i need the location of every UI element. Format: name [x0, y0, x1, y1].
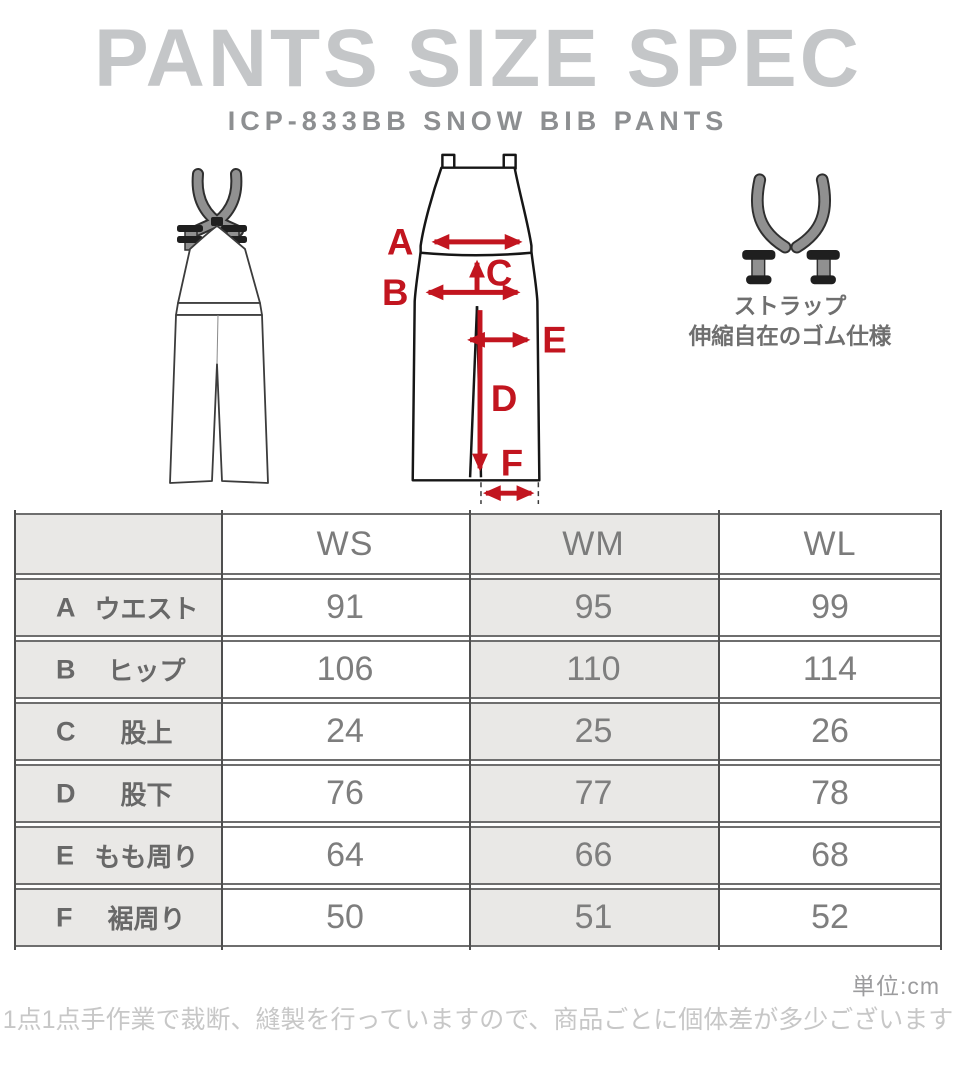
page-title: PANTS SIZE SPEC: [94, 13, 862, 104]
measure-name: 股下: [120, 780, 173, 810]
value-cell: 110: [469, 640, 718, 699]
label-F: F: [501, 442, 523, 483]
measurement-letters: A B C D E F: [382, 222, 567, 484]
measure-name: ヒップ: [107, 656, 186, 686]
strap-caption-line2: 伸縮自在のゴム仕様: [688, 324, 892, 349]
value-cell: 26: [718, 702, 942, 761]
strap-illustration: [742, 173, 840, 285]
value-cell: 24: [221, 702, 469, 761]
label-B: B: [382, 272, 408, 313]
row-label: A ウエスト: [14, 578, 221, 637]
measure-letter: B: [56, 654, 76, 684]
value-cell: 52: [718, 888, 942, 947]
value-cell: 91: [221, 578, 469, 637]
column-header-ws: WS: [221, 513, 469, 575]
label-A: A: [387, 222, 413, 263]
measurement-arrows: [425, 233, 535, 502]
row-label: F 裾周り: [14, 888, 221, 947]
size-table: WS WM WL A ウエスト 91 95 99 B: [14, 510, 942, 950]
table-grid-line: [221, 510, 223, 950]
handmade-disclaimer: 1点1点手作業で裁断、縫製を行っていますので、商品ごとに個体差が多少ございます: [2, 1006, 954, 1034]
value-cell: 76: [221, 764, 469, 823]
value-cell: 25: [469, 702, 718, 761]
bib-pants-front-illustration: [169, 168, 269, 484]
table-grid-line: [940, 510, 942, 950]
measure-letter: E: [56, 840, 75, 870]
table-row-hip: B ヒップ 106 110 114: [14, 640, 942, 699]
measurement-diagram: A B C D E F: [382, 153, 567, 505]
row-label: D 股下: [14, 764, 221, 823]
pants-outline: [411, 153, 541, 482]
size-table-header-row: WS WM WL: [14, 513, 942, 575]
column-header-wm: WM: [469, 513, 718, 575]
size-table-grid: WS WM WL A ウエスト 91 95 99 B: [14, 510, 942, 950]
value-cell: 66: [469, 826, 718, 885]
measure-name: 裾周り: [107, 904, 186, 934]
column-header-wl: WL: [718, 513, 942, 575]
waist-seam: [420, 251, 532, 257]
label-E: E: [542, 320, 566, 361]
strap-caption-line1: ストラップ: [733, 294, 847, 319]
row-label: B ヒップ: [14, 640, 221, 699]
value-cell: 95: [469, 578, 718, 637]
value-cell: 78: [718, 764, 942, 823]
row-label: E もも周り: [14, 826, 221, 885]
row-label: C 股上: [14, 702, 221, 761]
table-grid-line: [14, 510, 16, 950]
table-row-inseam: D 股下 76 77 78: [14, 764, 942, 823]
table-grid-line: [469, 510, 471, 950]
corner-cell: [14, 513, 221, 575]
strap-caption: ストラップ 伸縮自在のゴム仕様: [664, 292, 916, 352]
value-cell: 106: [221, 640, 469, 699]
measure-letter: A: [56, 592, 76, 622]
measure-name: もも周り: [94, 842, 199, 872]
value-cell: 51: [469, 888, 718, 947]
measure-letter: C: [56, 716, 76, 746]
table-row-rise: C 股上 24 25 26: [14, 702, 942, 761]
hem-guide-lines: [480, 482, 540, 505]
label-D: D: [491, 378, 517, 419]
suspender-straps-crossed: [190, 168, 244, 237]
value-cell: 99: [718, 578, 942, 637]
table-row-thigh: E もも周り 64 66 68: [14, 826, 942, 885]
pants-body-outline: [169, 225, 269, 484]
table-row-hem: F 裾周り 50 51 52: [14, 888, 942, 947]
measure-name: 股上: [120, 718, 173, 748]
left-strap-buckle: [742, 250, 776, 285]
right-strap-buckle: [806, 250, 840, 285]
measure-name: ウエスト: [94, 594, 199, 624]
value-cell: 77: [469, 764, 718, 823]
measure-letter: F: [56, 902, 73, 932]
table-row-waist: A ウエスト 91 95 99: [14, 578, 942, 637]
label-C: C: [486, 252, 512, 293]
elastic-straps: [751, 173, 831, 254]
product-code-subtitle: ICP-833BB SNOW BIB PANTS: [227, 106, 729, 136]
measure-letter: D: [56, 778, 76, 808]
strap-hook: [211, 217, 223, 226]
value-cell: 114: [718, 640, 942, 699]
value-cell: 64: [221, 826, 469, 885]
table-grid-line: [718, 510, 720, 950]
value-cell: 68: [718, 826, 942, 885]
unit-note: 単位:cm: [851, 973, 940, 999]
value-cell: 50: [221, 888, 469, 947]
left-buckle: [177, 225, 203, 251]
